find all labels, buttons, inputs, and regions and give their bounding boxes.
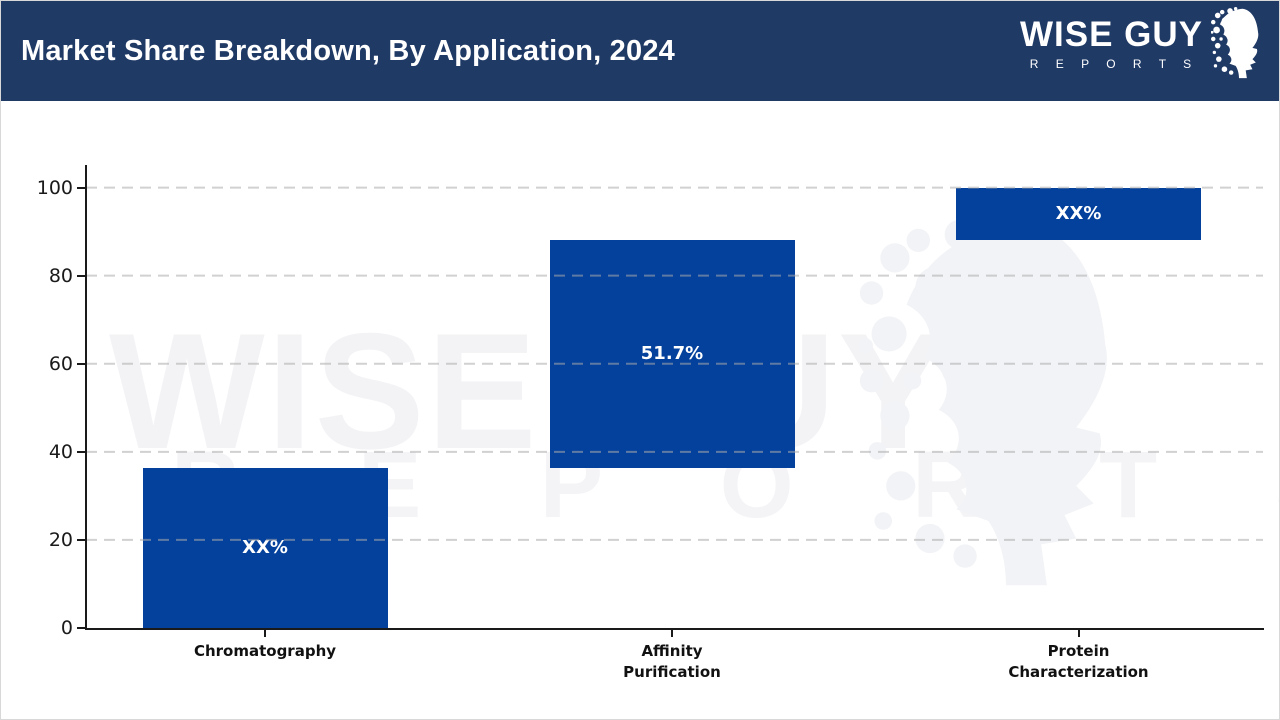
y-axis-tick-label: 80 [48,264,73,287]
y-axis-tick [77,274,85,277]
wise-guy-reports-logo: WISE GUY R E P O R T S [1020,7,1267,81]
x-axis-line [85,628,1264,630]
y-axis-tick-label: 40 [48,440,73,463]
y-axis-tick-label: 20 [48,528,73,551]
category-label: Affinity Purification [623,642,721,681]
plot-area: WISE GUY R E P O R T S XX% 51.7% XX% 0 20 40 6… [1,101,1279,719]
chart-header-band: Market Share Breakdown, By Application, … [1,1,1279,101]
y-axis-tick [77,186,85,189]
bar-chromatography: XX% [142,467,388,628]
y-axis-tick-label: 0 [60,617,73,639]
bar-value-label: XX% [1055,203,1102,225]
y-axis-tick [77,627,85,629]
y-axis-tick [77,362,85,365]
category-label: Chromatography [193,642,337,660]
y-axis-tick-label: 60 [48,352,73,375]
x-axis-tick [671,630,673,637]
category-label: Protein Characterization [1008,642,1149,681]
y-axis-tick [77,450,85,453]
bar-value-label: 51.7% [640,343,704,365]
bar-affinity-purification: 51.7% [549,240,795,468]
logo-wordmark-line2: R E P O R T S [1029,56,1199,71]
chart-title: Market Share Breakdown, By Application, … [21,34,675,67]
x-axis-tick [264,630,266,637]
bar-protein-characterization: XX% [956,187,1201,240]
y-axis-line [85,165,87,630]
y-axis-tick-label: 100 [36,176,73,199]
logo-wordmark-line1: WISE GUY [1019,15,1203,55]
x-axis-tick [1077,630,1080,637]
y-axis-tick [77,538,85,541]
wise-guy-head-icon [1211,7,1267,81]
bar-value-label: XX% [242,537,288,559]
wise-guy-head-watermark-icon [851,217,1161,597]
logo-wordmark: WISE GUY R E P O R T S [1019,15,1203,71]
